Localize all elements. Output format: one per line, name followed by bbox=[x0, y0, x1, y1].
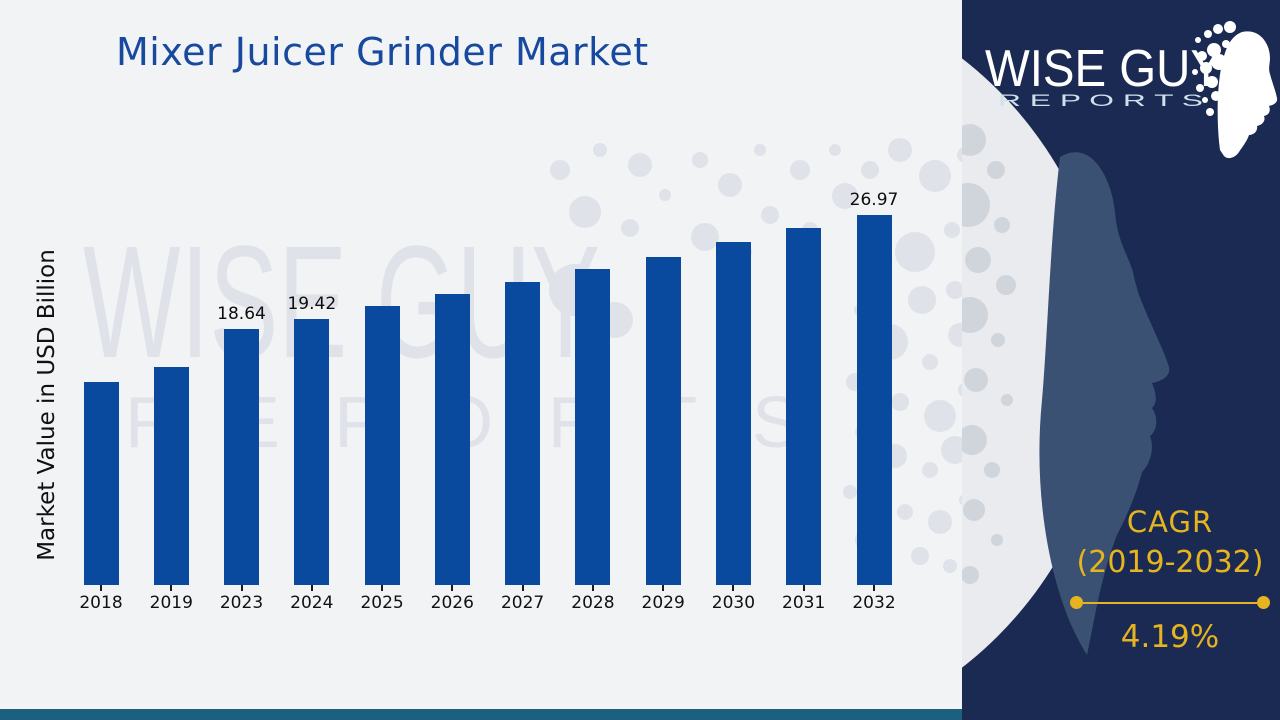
bar-2027 bbox=[505, 282, 541, 585]
x-tick bbox=[240, 585, 243, 591]
x-tick-label-2019: 2019 bbox=[149, 593, 193, 613]
x-tick-label-2027: 2027 bbox=[500, 593, 545, 613]
bar-2031 bbox=[786, 228, 822, 585]
bar-plot: 2018 2019 2023 18.64 2024 19.42 2025 2026 2027 20… bbox=[79, 190, 899, 613]
x-tick bbox=[100, 585, 102, 591]
bar-2025 bbox=[364, 306, 400, 585]
x-tick bbox=[521, 585, 524, 591]
footer-accent-bar bbox=[0, 709, 1280, 720]
cagr-block: CAGR (2019-2032) 4.19% bbox=[1070, 505, 1270, 655]
x-tick bbox=[591, 585, 594, 591]
cagr-label: CAGR bbox=[1126, 505, 1214, 539]
logo-head-icon bbox=[1192, 21, 1278, 159]
cagr-value: 4.19% bbox=[1120, 619, 1220, 655]
x-tick-label-2029: 2029 bbox=[641, 593, 685, 613]
bar-2018 bbox=[83, 382, 119, 585]
divider-right-dot bbox=[1257, 596, 1270, 609]
x-tick-label-2032: 2032 bbox=[852, 593, 896, 613]
x-tick-label-2025: 2025 bbox=[360, 593, 404, 613]
x-tick-label-2018: 2018 bbox=[79, 593, 123, 613]
bar-2030 bbox=[715, 242, 751, 585]
panel-face-profile-icon bbox=[1039, 152, 1170, 655]
bar-value-label-2032: 26.97 bbox=[849, 190, 899, 210]
x-tick bbox=[802, 585, 805, 591]
y-axis-label: Market Value in USD Billion bbox=[34, 249, 60, 561]
divider-left-dot bbox=[1070, 596, 1083, 609]
bar-2024 bbox=[294, 319, 330, 585]
x-tick bbox=[381, 585, 384, 591]
x-tick-label-2031: 2031 bbox=[782, 593, 826, 613]
bar-2019 bbox=[153, 367, 189, 585]
bar-2032 bbox=[856, 215, 892, 585]
x-tick-label-2030: 2030 bbox=[711, 593, 756, 613]
x-tick bbox=[451, 585, 454, 591]
bar-2023 bbox=[224, 329, 259, 585]
x-tick bbox=[310, 585, 313, 591]
chart-title: Mixer Juicer Grinder Market bbox=[116, 30, 649, 74]
bar-2029 bbox=[645, 257, 681, 585]
cagr-divider bbox=[1070, 596, 1270, 609]
x-tick-label-2028: 2028 bbox=[571, 593, 615, 613]
x-tick-label-2024: 2024 bbox=[290, 593, 334, 613]
bar-2026 bbox=[434, 294, 470, 585]
cagr-range: (2019-2032) bbox=[1076, 545, 1264, 580]
x-tick-label-2026: 2026 bbox=[430, 593, 474, 613]
logo-subtitle: R E P O R T S bbox=[998, 91, 1203, 110]
x-tick bbox=[662, 585, 665, 591]
x-tick bbox=[732, 585, 735, 591]
brand-panel: WISE GUY R E P O R T S CAGR (2019-2032) … bbox=[962, 0, 1280, 720]
divider-rule bbox=[1083, 601, 1257, 604]
bar-2028 bbox=[575, 269, 611, 585]
panel-brain-dots bbox=[962, 124, 1016, 584]
x-tick bbox=[873, 585, 875, 591]
bar-value-label-2023: 18.64 bbox=[217, 304, 266, 324]
logo-wordmark: WISE GUY bbox=[985, 40, 1222, 98]
x-tick-label-2023: 2023 bbox=[219, 593, 264, 613]
bar-value-label-2024: 19.42 bbox=[287, 294, 337, 314]
x-tick bbox=[170, 585, 173, 591]
